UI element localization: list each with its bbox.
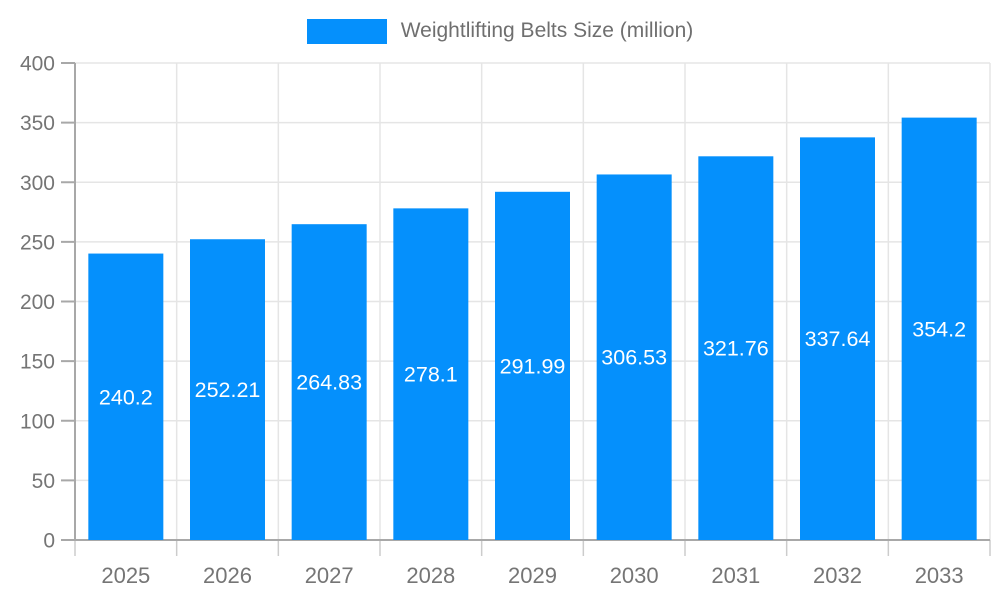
x-tick-label: 2025	[101, 563, 150, 588]
y-tick-label: 50	[32, 470, 55, 493]
bar-2033[interactable]	[901, 117, 977, 540]
x-tick-label: 2031	[711, 563, 760, 588]
bar-value-label: 240.2	[99, 385, 153, 409]
bar-value-label: 337.64	[805, 327, 871, 351]
x-tick-label: 2028	[406, 563, 455, 588]
legend-label: Weightlifting Belts Size (million)	[400, 19, 694, 42]
x-tick-label: 2032	[813, 563, 862, 588]
y-tick-label: 150	[20, 351, 55, 374]
x-tick-label: 2027	[305, 563, 354, 588]
bar-2026[interactable]	[190, 239, 265, 541]
y-tick-label: 0	[43, 530, 55, 553]
bar-2025[interactable]	[88, 253, 164, 540]
bar-2030[interactable]	[596, 174, 672, 540]
bar-2031[interactable]	[698, 156, 774, 540]
bar-value-label: 291.99	[500, 354, 566, 378]
x-tick-label: 2033	[915, 563, 964, 588]
y-tick-label: 100	[20, 410, 55, 433]
bar-2028[interactable]	[393, 208, 469, 540]
y-tick-label: 400	[20, 53, 55, 76]
bar-2029[interactable]	[495, 191, 570, 540]
y-tick-label: 250	[20, 231, 55, 254]
bar-2032[interactable]	[800, 137, 875, 540]
legend-swatch-icon	[306, 18, 387, 44]
x-tick-label: 2026	[203, 563, 252, 588]
bar-value-label: 278.1	[404, 363, 458, 387]
bar-value-label: 306.53	[601, 346, 667, 370]
bar-value-label: 321.76	[703, 337, 769, 361]
x-tick-label: 2029	[508, 563, 557, 588]
bar-value-label: 354.2	[912, 317, 966, 341]
bar-2027[interactable]	[291, 224, 367, 540]
y-tick-label: 350	[20, 112, 55, 135]
bar-value-label: 264.83	[296, 371, 362, 395]
y-tick-label: 200	[20, 291, 55, 314]
bar-value-label: 252.21	[195, 378, 261, 402]
x-tick-label: 2030	[610, 563, 659, 588]
y-tick-label: 300	[20, 172, 55, 195]
chart-legend[interactable]: Weightlifting Belts Size (million)	[0, 17, 1000, 45]
